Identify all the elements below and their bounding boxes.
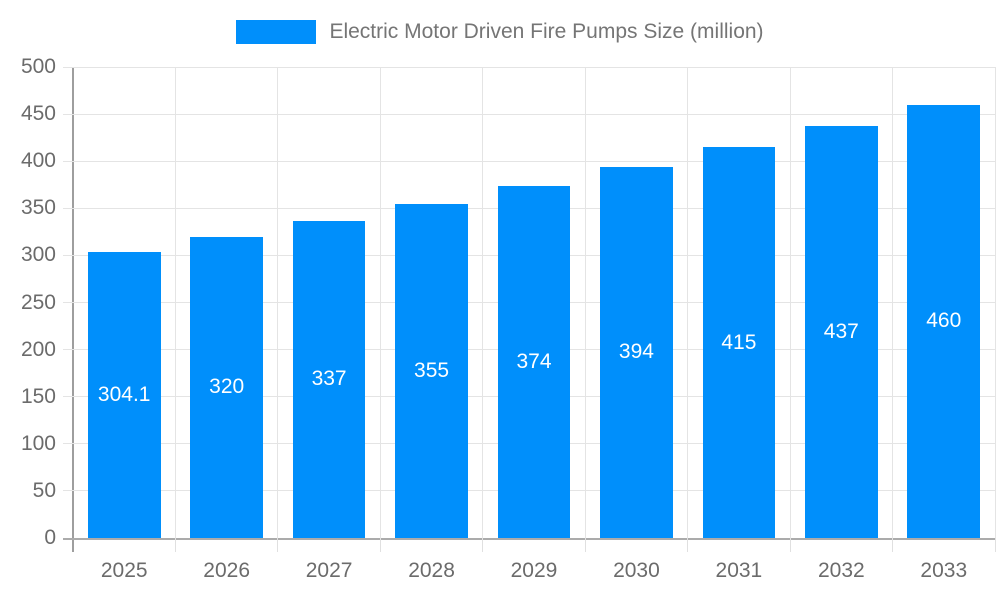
legend-item[interactable]: Electric Motor Driven Fire Pumps Size (m…: [236, 20, 764, 44]
y-tick-label: 100: [20, 431, 56, 455]
gridline-horizontal: [63, 113, 995, 115]
y-tick-label: 200: [20, 337, 56, 361]
gridline-vertical: [482, 67, 484, 538]
gridline-vertical: [994, 67, 996, 538]
legend-swatch-icon: [236, 20, 317, 44]
x-axis-tick: [892, 538, 894, 552]
x-tick-label: 2030: [613, 559, 660, 582]
x-tick-label: 2026: [203, 559, 251, 582]
gridline-vertical: [174, 67, 176, 538]
bar-2033[interactable]: [907, 104, 981, 538]
bar-2031[interactable]: [702, 147, 776, 538]
x-axis-tick: [482, 538, 484, 552]
x-axis-tick: [687, 538, 689, 552]
gridline-vertical: [789, 67, 791, 538]
y-tick-label: 50: [32, 478, 56, 502]
y-tick-label: 150: [20, 384, 56, 408]
x-tick-label: 2029: [510, 559, 558, 582]
x-tick-label: 2025: [100, 559, 148, 582]
x-tick-label: 2032: [817, 559, 865, 582]
x-axis-tick: [994, 538, 996, 552]
y-tick-label: 350: [20, 196, 56, 220]
bar-2030[interactable]: [600, 166, 673, 538]
gridline-horizontal: [63, 160, 995, 162]
bar-2026[interactable]: [190, 236, 264, 538]
y-tick-label: 500: [20, 55, 56, 78]
x-axis-tick: [584, 538, 586, 552]
bar-2028[interactable]: [395, 203, 468, 538]
x-axis-tick: [789, 538, 791, 552]
y-tick-label: 0: [44, 526, 56, 549]
plot-area: 304.1 320 337 355 374 394 415 437 460: [63, 66, 996, 552]
x-axis-tick: [174, 538, 176, 552]
bar-2032[interactable]: [804, 126, 878, 538]
gridline-vertical: [892, 67, 894, 538]
x-axis-tick: [277, 538, 279, 552]
x-tick-label: 2028: [408, 559, 455, 582]
gridline-vertical: [584, 67, 586, 538]
legend-label: Electric Motor Driven Fire Pumps Size (m…: [329, 20, 764, 43]
bar-2029[interactable]: [497, 185, 571, 538]
y-tick-label: 300: [20, 243, 56, 267]
x-axis-labels: 2025 2026 2027 2028 2029 2030 2031 2032 2033: [73, 556, 995, 586]
bar-2027[interactable]: [292, 220, 366, 538]
x-axis-tick: [379, 538, 381, 552]
legend: Electric Motor Driven Fire Pumps Size (m…: [0, 20, 1000, 44]
y-tick-label: 450: [20, 102, 56, 126]
x-tick-label: 2027: [305, 559, 353, 582]
x-tick-label: 2033: [920, 559, 968, 582]
gridline-vertical: [379, 67, 381, 538]
gridline-vertical: [687, 67, 689, 538]
y-axis-labels: 0 50 100 150 200 250 300 350 400 450 500: [0, 55, 56, 549]
y-tick-label: 250: [20, 290, 56, 314]
x-axis-line: [63, 538, 995, 540]
bar-2025[interactable]: [87, 251, 161, 538]
x-tick-label: 2031: [715, 559, 763, 582]
y-axis-line: [72, 67, 74, 552]
gridline-horizontal: [63, 66, 995, 68]
gridline-vertical: [277, 67, 279, 538]
y-tick-label: 400: [20, 149, 56, 173]
